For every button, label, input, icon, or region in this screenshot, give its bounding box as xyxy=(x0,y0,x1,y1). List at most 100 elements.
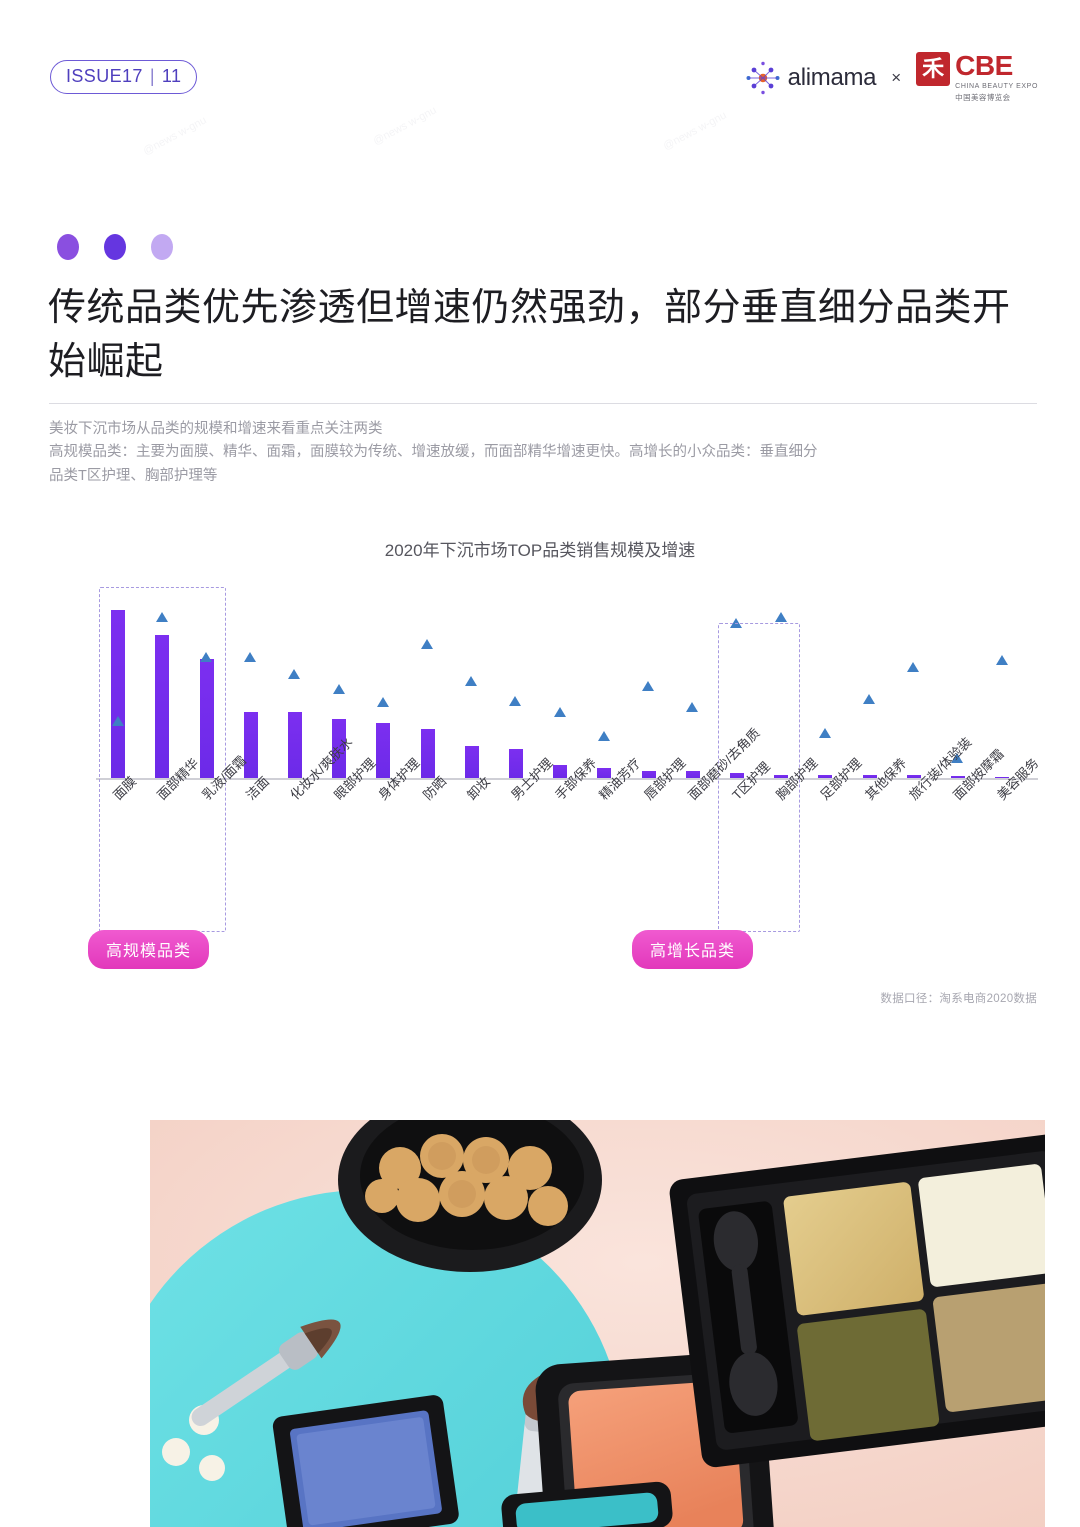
chart-bar xyxy=(632,771,666,778)
cosmetics-photo xyxy=(150,1120,1045,1527)
chart-x-labels: 面膜 面部精华 乳液/面霜 洁面 化妆水/爽肤水 眼部护理 身体护理 防晒 卸妆 男士护理 手部保养… xyxy=(48,725,1041,910)
chart-bar-fill xyxy=(553,764,568,778)
watermark: @news w-gnu xyxy=(661,109,729,153)
chart-title: 2020年下沉市场TOP品类销售规模及增速 xyxy=(384,541,696,560)
cbe-subtitle-cn: 中国美容博览会 xyxy=(955,93,1011,102)
chart-bar xyxy=(587,767,621,778)
chart-bar xyxy=(720,772,754,778)
chart-bar-fill xyxy=(199,658,214,778)
title-divider xyxy=(49,403,1037,404)
chart-bar xyxy=(234,712,268,778)
chart-x-axis xyxy=(96,778,1038,780)
chart-bar xyxy=(499,749,533,778)
chart-growth-marker xyxy=(155,611,168,622)
chart-bar-fill xyxy=(111,610,126,778)
chart-bar xyxy=(455,746,489,778)
chart-bar xyxy=(190,658,224,778)
body-line-1: 美妆下沉市场从品类的规模和增速来看重点关注两类 xyxy=(49,421,383,437)
chart-growth-marker xyxy=(111,715,124,726)
chart-bar-fill xyxy=(862,775,877,778)
chart-bar-fill xyxy=(464,746,479,778)
decorative-dots xyxy=(57,234,173,260)
chart-bar xyxy=(676,771,710,778)
chart-bar xyxy=(808,775,842,778)
issue-separator: | xyxy=(149,66,155,86)
chart-growth-marker xyxy=(818,727,831,738)
chart-bar-fill xyxy=(332,719,347,778)
chart-growth-marker xyxy=(686,702,699,713)
chart-bar-fill xyxy=(818,775,833,778)
chart-bar-fill xyxy=(508,749,523,778)
chart-bar xyxy=(101,610,135,778)
dot-icon-1 xyxy=(57,234,79,260)
chart-bar xyxy=(853,775,887,778)
chart-bar xyxy=(411,729,445,778)
chart-growth-marker xyxy=(421,638,433,649)
logo-x-symbol: × xyxy=(891,67,902,87)
dot-icon-3 xyxy=(151,234,173,260)
watermark: @news w-gnu xyxy=(141,114,209,158)
chart-growth-marker xyxy=(376,697,389,708)
chart-growth-marker xyxy=(332,683,345,694)
body-paragraph: 美妆下沉市场从品类的规模和增速来看重点关注两类 高规模品类：主要为面膜、精华、面… xyxy=(49,418,1039,488)
alimama-logo: alimama xyxy=(746,61,877,95)
chart-growth-marker xyxy=(951,752,964,763)
chart-bar xyxy=(764,774,798,778)
chart-growth-marker xyxy=(642,680,654,691)
chart-bar-fill xyxy=(597,767,612,778)
cosmetics-photo-illustration xyxy=(150,1120,1045,1527)
chart-growth-marker xyxy=(509,695,522,706)
chart-growth-marker xyxy=(288,668,301,679)
chart-growth-marker xyxy=(200,652,212,663)
annotation-pill-high-scale: 高规模品类 xyxy=(88,930,210,969)
chart-growth-marker xyxy=(465,675,478,686)
cbe-logo: 禾 CBE CHINA BEAUTY EXPO 中国美容博览会 xyxy=(916,52,1038,103)
dot-icon-2 xyxy=(104,234,126,260)
chart-bar-fill xyxy=(243,712,258,778)
chart-bar-fill xyxy=(995,776,1010,778)
chart-bar xyxy=(145,635,179,778)
chart-bar xyxy=(322,719,356,778)
cbe-mark-icon: 禾 xyxy=(916,52,951,86)
alimama-wordmark: alimama xyxy=(787,63,877,91)
chart-bar-fill xyxy=(420,729,435,778)
chart-bar xyxy=(366,722,400,778)
chart-plot xyxy=(48,585,1038,932)
chart-growth-marker xyxy=(907,662,920,673)
source-note: 数据口径：淘系电商2020数据 xyxy=(880,993,1037,1005)
chart-growth-marker xyxy=(774,611,787,622)
cbe-wordmark: CBE xyxy=(955,50,1013,81)
chart-area xyxy=(48,585,1038,932)
cbe-subtitle-en: CHINA BEAUTY EXPO xyxy=(955,83,1038,90)
alimama-mark-icon xyxy=(746,61,780,95)
chart-bar xyxy=(941,776,975,778)
chart-bar-fill xyxy=(729,772,744,778)
chart-bar-fill xyxy=(376,722,391,778)
chart-growth-marker xyxy=(597,731,610,741)
issue-badge: ISSUE17 | 11 xyxy=(50,60,198,94)
page-title: 传统品类优先渗透但增速仍然强劲，部分垂直细分品类开始崛起 xyxy=(48,287,1011,383)
chart-group-box-high-growth xyxy=(717,623,801,932)
chart-bar xyxy=(278,712,312,778)
chart-growth-marker xyxy=(553,707,566,718)
watermark: @news w-gnu xyxy=(371,104,439,148)
chart-bar-fill xyxy=(950,776,965,778)
issue-number: 11 xyxy=(161,66,182,86)
body-line-2: 高规模品类：主要为面膜、精华、面霜，面膜较为传统、增速放缓，而面部精华增速更快。… xyxy=(49,444,818,461)
chart-bar xyxy=(543,764,577,778)
chart-bar-fill xyxy=(685,771,700,778)
chart-growth-marker xyxy=(995,655,1008,666)
annotation-pill-high-growth: 高增长品类 xyxy=(632,930,754,969)
chart-bar xyxy=(985,776,1019,778)
chart-bar-fill xyxy=(155,635,170,778)
chart-bar-fill xyxy=(641,771,656,778)
body-line-3: 品类T区护理、胸部护理等 xyxy=(49,467,218,484)
chart-growth-marker xyxy=(244,652,257,663)
issue-label: ISSUE17 xyxy=(66,66,143,86)
chart-bar-fill xyxy=(287,712,302,778)
chart-growth-marker xyxy=(863,694,875,705)
cbe-text-block: CBE CHINA BEAUTY EXPO 中国美容博览会 xyxy=(955,52,1038,103)
brand-logos: alimama × 禾 CBE CHINA BEAUTY EXPO 中国美容博览… xyxy=(746,52,1038,103)
chart-bar xyxy=(897,775,931,778)
